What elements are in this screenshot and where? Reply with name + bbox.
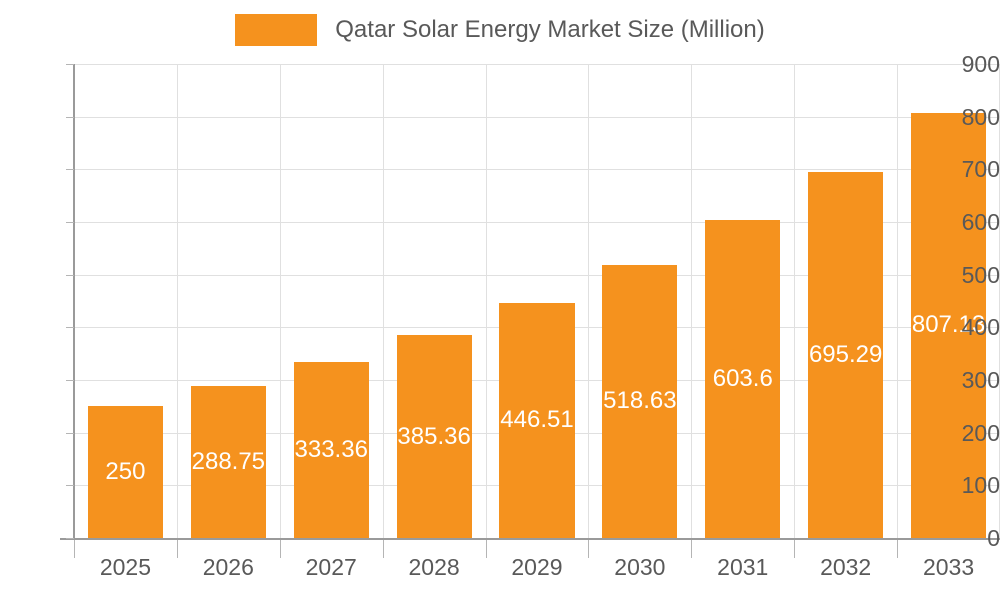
gridline-vertical <box>485 64 487 538</box>
y-axis-tick-label: 700 <box>961 156 1000 183</box>
x-axis-tick-label: 2027 <box>305 554 357 580</box>
y-axis-tick-mark <box>66 432 74 434</box>
y-axis-tick-mark <box>66 169 74 171</box>
y-axis-tick-mark <box>66 538 74 539</box>
x-axis-tick-label: 2028 <box>408 554 460 580</box>
y-axis-tick-mark <box>66 485 74 487</box>
y-axis-tick-label: 300 <box>961 367 1000 393</box>
bar-2026[interactable] <box>190 385 266 538</box>
bar-2029[interactable] <box>499 302 575 538</box>
y-axis-tick-mark <box>66 116 74 118</box>
bar-2031[interactable] <box>705 220 781 538</box>
y-axis-tick-label: 600 <box>961 209 1000 235</box>
x-axis-tick-mark <box>74 540 75 558</box>
gridline-horizontal <box>74 274 1000 276</box>
y-axis-tick-mark <box>66 327 74 329</box>
x-axis-tick-mark <box>691 540 693 558</box>
x-axis-tick-mark <box>382 540 384 558</box>
bar-2025[interactable] <box>87 406 163 538</box>
x-axis-tick-label: 2026 <box>202 554 254 580</box>
gridline-vertical <box>794 64 796 538</box>
x-axis-tick-mark <box>588 540 590 558</box>
gridline-vertical <box>382 64 384 538</box>
plot-area: 250 288.75 333.36 385.36 446.51 518.63 603.6 69… <box>74 64 1000 539</box>
y-axis-tick-label: 100 <box>961 472 1000 499</box>
x-axis-tick-mark <box>794 540 796 558</box>
gridline-vertical <box>691 64 693 538</box>
bar-2032[interactable] <box>808 171 884 538</box>
y-axis-line <box>73 64 75 539</box>
x-axis-tick-label: 2025 <box>99 554 152 580</box>
x-axis-tick-label: 2029 <box>511 554 563 580</box>
legend-item-qatar-solar-energy-market-size[interactable]: Qatar Solar Energy Market Size (Million) <box>235 14 765 46</box>
bar-2033[interactable] <box>911 112 987 538</box>
x-axis-tick-mark <box>485 540 487 558</box>
y-axis-tick-mark <box>66 274 74 276</box>
chart-legend: Qatar Solar Energy Market Size (Million) <box>0 0 1000 60</box>
gridline-horizontal <box>74 116 1000 118</box>
bar-2030[interactable] <box>602 264 678 538</box>
y-axis-tick-mark <box>66 222 74 223</box>
gridline-vertical <box>588 64 590 538</box>
x-axis-tick-mark <box>279 540 281 558</box>
x-axis-tick-mark <box>897 540 899 558</box>
gridline-vertical <box>279 64 281 538</box>
x-axis-tick-mark <box>176 540 178 558</box>
x-axis-tick-label: 2031 <box>717 554 769 580</box>
x-axis-line <box>60 538 1000 540</box>
y-axis-tick-label: 900 <box>961 51 1000 77</box>
x-axis-tick-label: 2033 <box>922 554 975 580</box>
bar-2028[interactable] <box>396 335 472 538</box>
gridline-horizontal <box>74 64 1000 65</box>
gridline-horizontal <box>74 222 1000 223</box>
y-axis-tick-label: 200 <box>961 419 1000 446</box>
gridline-vertical <box>176 64 178 538</box>
square-swatch-icon <box>235 14 318 46</box>
x-axis-tick-label: 2030 <box>614 554 666 580</box>
y-axis-tick-label: 500 <box>961 261 1000 288</box>
bar-2027[interactable] <box>293 362 369 538</box>
x-axis-tick-label: 2032 <box>820 554 872 580</box>
y-axis-tick-label: 800 <box>961 103 1000 130</box>
gridline-vertical <box>897 64 899 538</box>
y-axis-tick-mark <box>66 380 74 381</box>
y-axis-tick-label: 400 <box>961 314 1000 341</box>
legend-item-label: Qatar Solar Energy Market Size (Million) <box>335 16 765 43</box>
y-axis-tick-label: 0 <box>987 525 1000 551</box>
y-axis-tick-mark <box>66 64 74 65</box>
gridline-horizontal <box>74 169 1000 171</box>
